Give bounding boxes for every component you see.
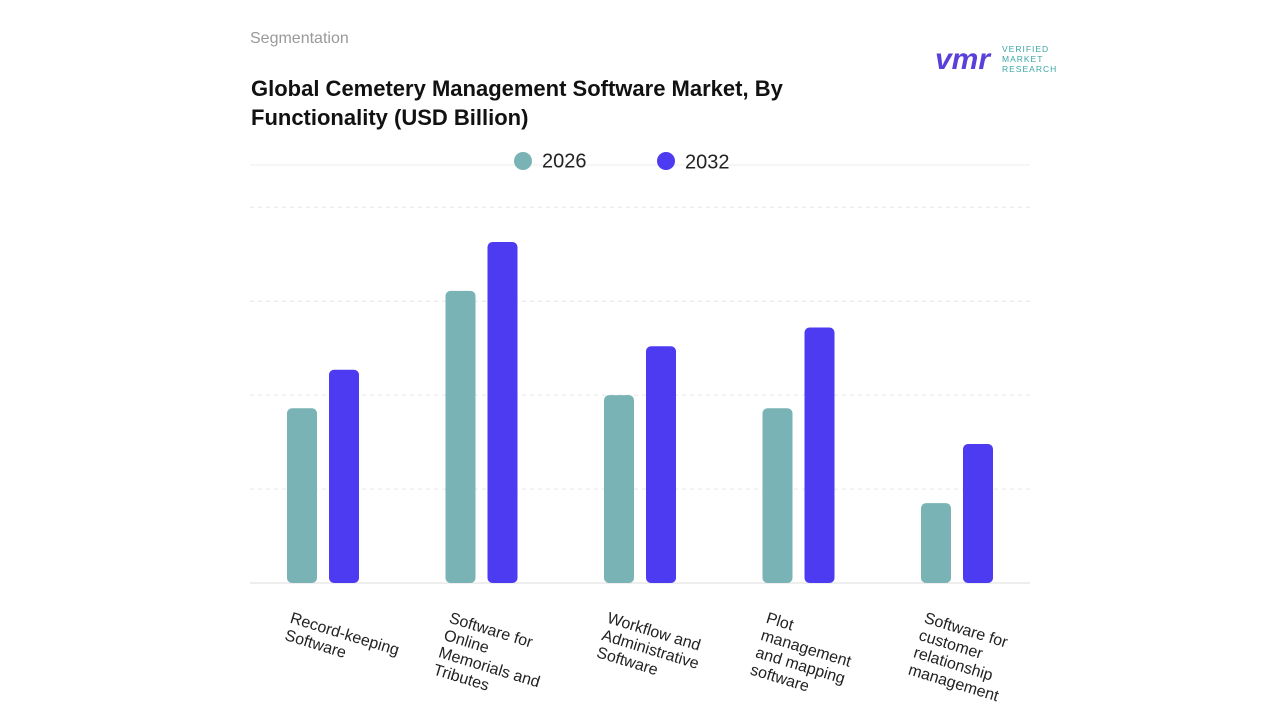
legend-label: 2026 [542, 150, 587, 172]
logo-text: MARKET [1002, 54, 1043, 64]
bar [604, 395, 634, 583]
bar [963, 443, 993, 583]
logo-mark: vmr [935, 43, 992, 76]
logo: vmr VERIFIED MARKET RESEARCH [935, 43, 1057, 76]
x-tick-label: Plot management and mapping software [747, 610, 853, 696]
x-tick-label: Software for Online Memorials and Tribut… [430, 610, 542, 695]
bar [646, 346, 676, 583]
bar [329, 369, 359, 583]
chart-title: Global Cemetery Management Software Mark… [251, 76, 783, 130]
bar [804, 327, 835, 583]
legend-marker [514, 152, 532, 170]
legend-marker [657, 152, 675, 170]
bar [445, 290, 476, 583]
logo-text: VERIFIED [1002, 44, 1049, 54]
x-tick-label: Workflow and Administrative Software [594, 610, 703, 680]
x-tick-label: Record-keeping Software [282, 610, 402, 662]
bar [287, 408, 317, 583]
bar [487, 242, 518, 583]
bar [921, 503, 951, 583]
legend-label: 2032 [685, 151, 730, 173]
segment-header: Segmentation [250, 30, 349, 47]
bar [762, 408, 793, 583]
logo-text: RESEARCH [1002, 64, 1057, 74]
x-tick-label: Software for customer relationship manag… [906, 610, 1010, 706]
